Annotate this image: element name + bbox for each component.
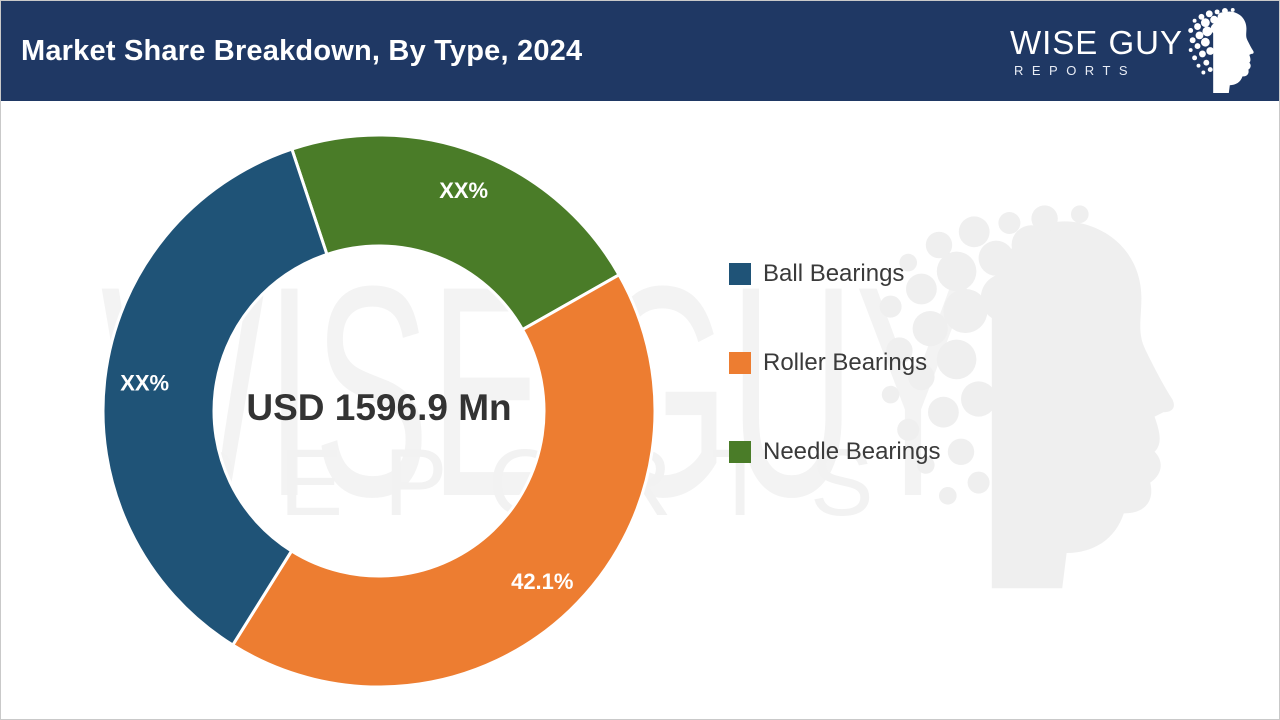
donut-slice-needle-bearings <box>289 133 622 332</box>
logo-subtitle: REPORTS <box>1013 62 1137 78</box>
legend-swatch <box>729 352 751 374</box>
legend-label: Roller Bearings <box>763 349 928 376</box>
donut-slice-ball-bearings <box>101 147 329 648</box>
page-title: Market Share Breakdown, By Type, 2024 <box>21 34 583 67</box>
legend-swatch <box>729 263 751 285</box>
header-bar: Market Share Breakdown, By Type, 2024 WI… <box>1 1 1279 101</box>
donut-slice-label-ball-bearings: XX% <box>120 371 169 396</box>
chart-legend: Ball Bearings Roller Bearings Needle Beari… <box>729 261 940 528</box>
logo-wordmark: WISE GUY <box>1009 23 1183 61</box>
legend-label: Ball Bearings <box>763 260 905 287</box>
legend-item-needle-bearings: Needle Bearings <box>729 439 940 465</box>
logo-face-icon <box>1188 7 1254 94</box>
chart-center-value: USD 1596.9 Mn <box>246 387 512 428</box>
chart-area: WISE GUY REPORTS XX%42.1%XX% USD 1596.9 … <box>1 101 1279 719</box>
wise-guy-logo: WISE GUY REPORTS <box>1010 7 1257 95</box>
donut-slice-label-needle-bearings: XX% <box>439 178 488 203</box>
legend-swatch <box>729 441 751 463</box>
legend-item-roller-bearings: Roller Bearings <box>729 350 940 376</box>
legend-item-ball-bearings: Ball Bearings <box>729 261 940 287</box>
donut-chart: XX% 42.1% XX% <box>101 133 657 689</box>
donut-slice-roller-bearings <box>230 272 657 689</box>
donut-slice-label-roller-bearings: 42.1% <box>511 569 573 594</box>
legend-label: Needle Bearings <box>763 438 941 465</box>
